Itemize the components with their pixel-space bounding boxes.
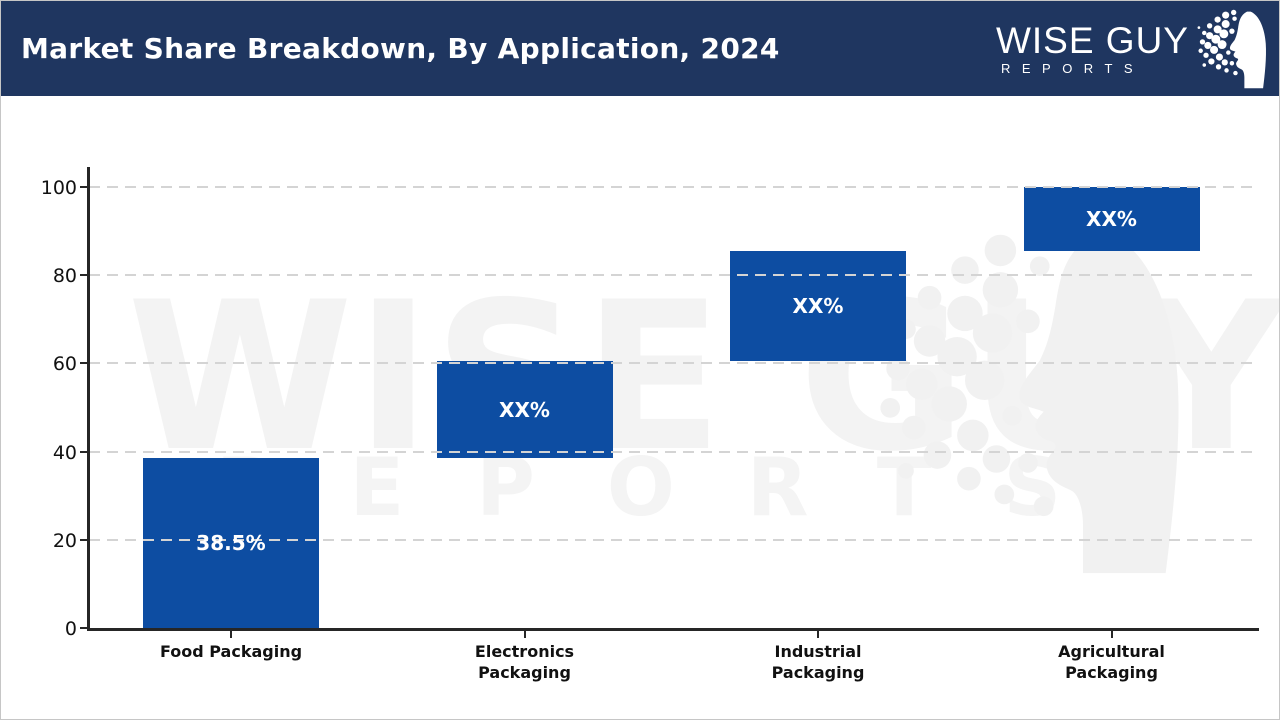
y-tick bbox=[80, 538, 87, 541]
bar-value-label: XX% bbox=[1086, 206, 1137, 231]
y-tick bbox=[80, 362, 87, 365]
y-tick bbox=[80, 627, 87, 629]
gridline bbox=[89, 450, 1259, 453]
bar-segment bbox=[1023, 187, 1200, 251]
watermark-text-2: REPORTS bbox=[216, 441, 1134, 534]
gridline bbox=[89, 186, 1259, 188]
x-category-label-line: Agricultural bbox=[1058, 642, 1165, 661]
brand-logo: WISE GUY REPORTS bbox=[996, 8, 1279, 90]
bar-segment bbox=[730, 250, 906, 362]
x-category-label: Food Packaging bbox=[121, 641, 341, 662]
x-category-label-line: Packaging bbox=[478, 663, 571, 682]
y-tick-label: 20 bbox=[52, 529, 77, 552]
x-tick bbox=[230, 631, 232, 638]
x-category-label-line: Electronics bbox=[474, 642, 575, 661]
gridline bbox=[89, 538, 1259, 541]
x-axis-line bbox=[87, 628, 1259, 631]
y-tick-label: 0 bbox=[64, 618, 77, 640]
y-tick bbox=[80, 186, 87, 188]
bar-value-label: XX% bbox=[792, 294, 844, 319]
page-title: Market Share Breakdown, By Application, … bbox=[21, 32, 780, 65]
brand-subname: REPORTS bbox=[1000, 60, 1145, 76]
x-category-label: Electronics Packaging bbox=[415, 641, 635, 683]
y-tick-label: 40 bbox=[52, 441, 77, 464]
x-tick bbox=[523, 631, 526, 638]
y-tick bbox=[80, 274, 87, 277]
gridline bbox=[89, 362, 1259, 365]
gridline bbox=[89, 274, 1259, 277]
y-tick-label: 80 bbox=[52, 265, 77, 288]
y-tick-label: 60 bbox=[52, 353, 77, 376]
y-tick-label: 100 bbox=[40, 177, 77, 199]
y-tick bbox=[80, 450, 87, 453]
y-axis-line bbox=[87, 167, 90, 631]
brand-name: WISE GUY bbox=[995, 19, 1189, 61]
x-category-label: Agricultural Packaging bbox=[1002, 641, 1222, 683]
bar-segment bbox=[143, 458, 319, 628]
x-category-label-line: Food Packaging bbox=[159, 642, 303, 661]
bar-value-label: XX% bbox=[499, 397, 550, 422]
bar-value-label: 38.5% bbox=[196, 531, 266, 556]
x-tick bbox=[1110, 631, 1113, 638]
x-category-label-line: Packaging bbox=[1065, 663, 1158, 682]
x-tick bbox=[817, 631, 819, 638]
dotted-head-icon bbox=[1197, 9, 1266, 88]
bar-segment bbox=[436, 361, 613, 459]
x-category-label-line: Industrial bbox=[774, 642, 862, 661]
header-bar: Market Share Breakdown, By Application, … bbox=[1, 1, 1279, 96]
brand-logo-text: WISE GUY REPORTS bbox=[995, 19, 1189, 77]
x-category-label: Industrial Packaging bbox=[708, 641, 928, 683]
x-category-label-line: Packaging bbox=[771, 663, 865, 682]
